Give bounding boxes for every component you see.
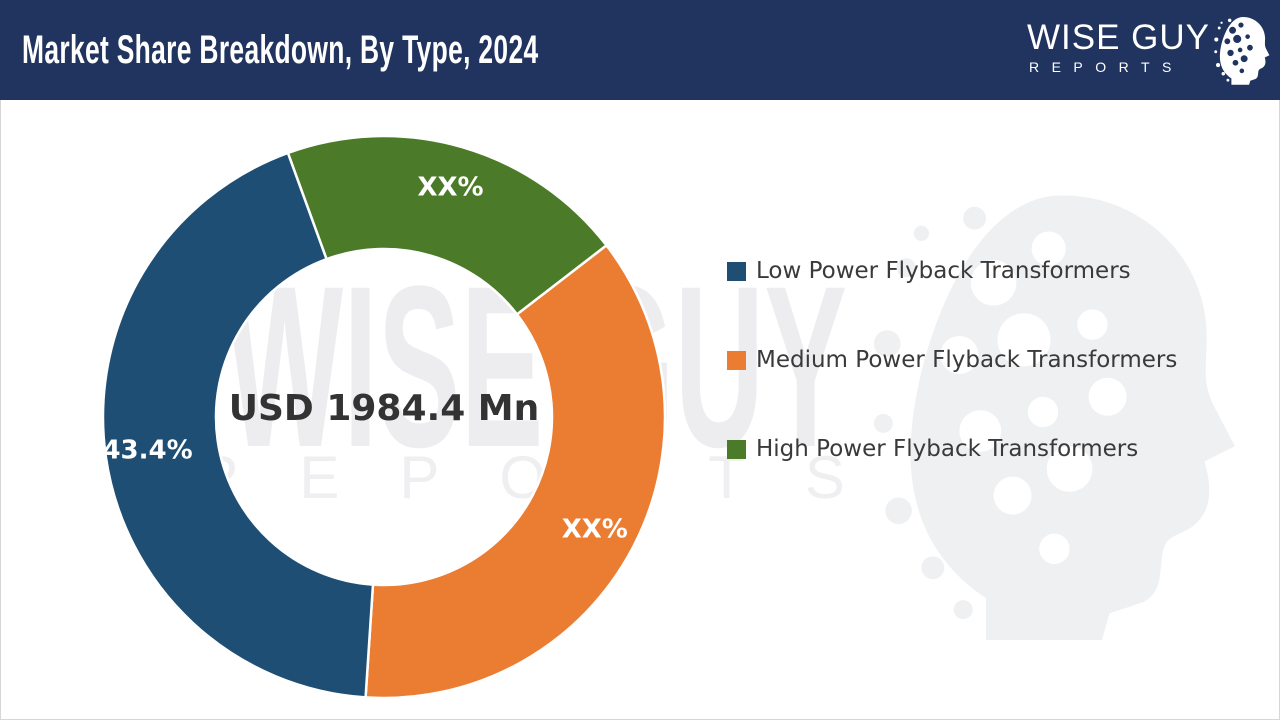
logo-wordmark: WISE GUY: [1026, 18, 1210, 57]
slice-label-2: 43.4%: [102, 436, 192, 466]
wiseguy-logo: WISE GUY REPORTS: [1027, 18, 1210, 75]
legend-swatch-low-power-icon: [727, 261, 746, 281]
legend-label-high-power: High Power Flyback Transformers: [756, 436, 1139, 462]
chart-center-value: USD 1984.4 Mn: [228, 388, 540, 429]
legend: Low Power Flyback Transformers Medium Po…: [727, 257, 1177, 524]
donut-slice-2: [101, 151, 375, 699]
header: Market Share Breakdown, By Type, 2024 WI…: [0, 0, 1280, 100]
legend-label-medium-power: Medium Power Flyback Transformers: [756, 347, 1178, 373]
slice-label-0: XX%: [417, 173, 483, 203]
donut-chart: XX% XX% 43.4%: [101, 134, 667, 700]
slice-label-1: XX%: [562, 514, 628, 544]
legend-swatch-medium-power-icon: [727, 350, 746, 370]
wiseguy-face-icon: [1214, 16, 1270, 85]
donut-slice-0: [286, 134, 608, 316]
page-title: Market Share Breakdown, By Type, 2024: [22, 28, 539, 72]
legend-label-low-power: Low Power Flyback Transformers: [756, 258, 1131, 284]
legend-swatch-high-power-icon: [727, 439, 746, 459]
legend-item-medium-power: Medium Power Flyback Transformers: [727, 346, 1177, 374]
logo-reports: REPORTS: [1028, 59, 1184, 75]
legend-item-high-power: High Power Flyback Transformers: [727, 435, 1177, 463]
donut-slice-1: [364, 244, 667, 700]
legend-item-low-power: Low Power Flyback Transformers: [727, 257, 1177, 285]
